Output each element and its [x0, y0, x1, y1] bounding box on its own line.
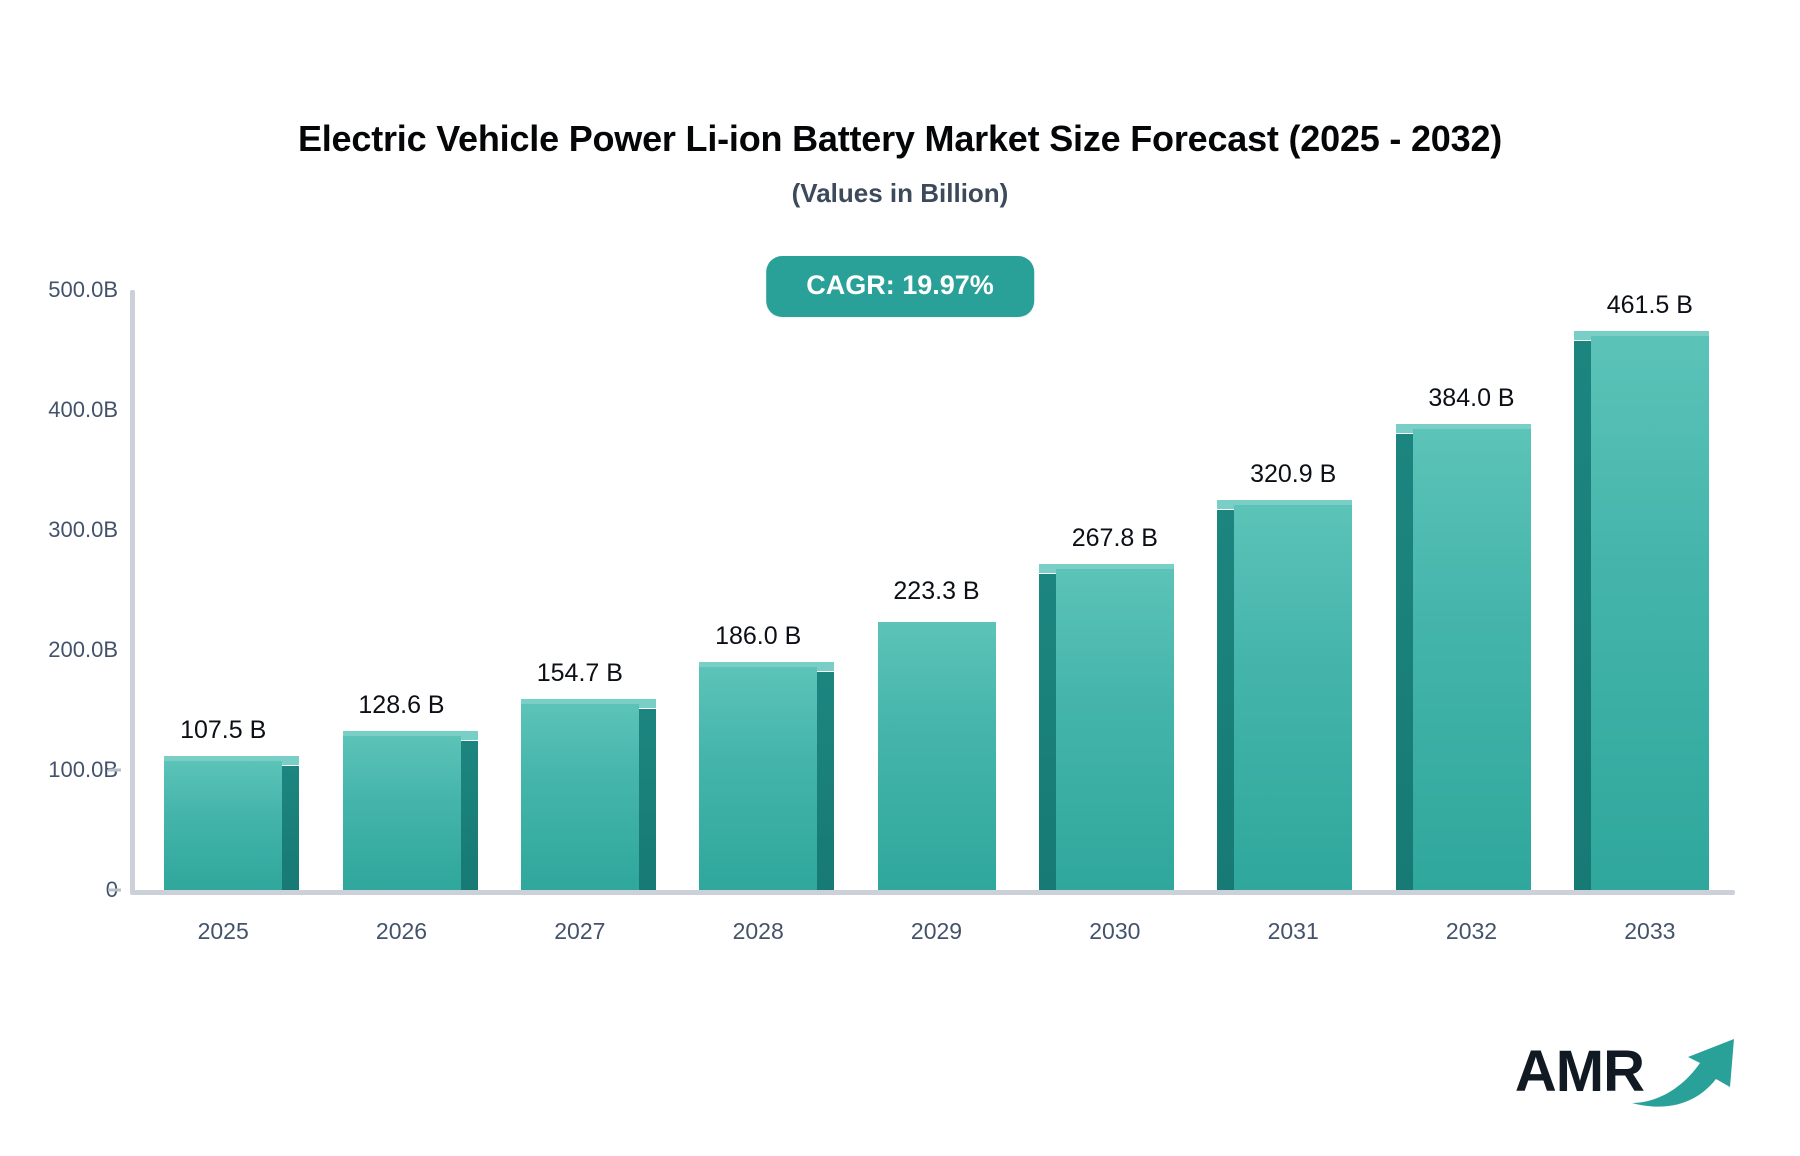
bar-front-face [877, 622, 996, 890]
bar-top-face [1573, 331, 1709, 341]
bar-front-face [1590, 336, 1709, 890]
bar-3d-body [1573, 331, 1709, 890]
bar-side-face [638, 709, 656, 890]
trend-arrow-up-icon [1630, 1033, 1748, 1116]
bar-value-label: 223.3 B [893, 577, 980, 606]
x-axis-label-2028: 2028 [732, 918, 784, 944]
bar-3d-body [342, 730, 478, 890]
bar-2032[interactable]: 384.0 B [1395, 384, 1531, 890]
bar-value-label: 107.5 B [180, 716, 267, 744]
bar-3d-body [164, 756, 300, 890]
bar-top-face [520, 699, 656, 709]
x-axis-line [130, 890, 1735, 895]
bar-3d-body [520, 699, 656, 890]
bar-3d-body [1395, 424, 1531, 890]
bar-2028[interactable]: 186.0 B [699, 622, 835, 890]
y-axis-tick-label: 0 [0, 877, 118, 903]
bar-2029[interactable]: 223.3 B [877, 577, 996, 890]
bar-2031[interactable]: 320.9 B [1217, 460, 1353, 890]
bar-2025[interactable]: 107.5 B [164, 716, 300, 890]
bar-value-label: 384.0 B [1428, 384, 1515, 413]
bar-side-face [1573, 341, 1591, 890]
x-axis-label-2025: 2025 [197, 918, 249, 944]
bar-3d-body [699, 661, 835, 890]
y-axis-tick-mark [108, 768, 121, 772]
bar-value-label: 186.0 B [715, 621, 802, 650]
chart-subtitle: (Values in Billion) [791, 178, 1009, 208]
bar-front-face [1234, 504, 1353, 890]
amr-logo: AMR [1515, 1027, 1748, 1116]
bar-front-face [164, 761, 283, 890]
x-axis-label-2027: 2027 [554, 918, 606, 944]
bar-front-face [1055, 568, 1174, 890]
bar-value-label: 154.7 B [536, 659, 623, 688]
x-axis-label-2031: 2031 [1267, 918, 1319, 944]
y-axis-tick-label: 200.0B [48, 637, 118, 662]
x-axis-label-2026: 2026 [375, 918, 428, 944]
x-axis-label-2033: 2033 [1624, 918, 1676, 944]
y-axis-tick-label: 100.0B [48, 757, 118, 782]
bar-side-face [1395, 434, 1413, 890]
bar-top-face [164, 756, 300, 765]
bar-top-face [1217, 499, 1353, 509]
bar-top-face [342, 730, 478, 740]
bar-3d-body [1217, 499, 1353, 890]
y-axis-line [130, 290, 135, 894]
bar-top-face [1395, 424, 1531, 434]
bar-2030[interactable]: 267.8 B [1038, 524, 1174, 890]
bar-side-face [1038, 573, 1056, 890]
bar-value-label: 128.6 B [358, 690, 445, 719]
bar-front-face [1412, 429, 1531, 890]
y-axis-tick-label: 500.0B [48, 277, 118, 302]
x-axis-label-2032: 2032 [1445, 918, 1498, 944]
bar-2027[interactable]: 154.7 B [520, 659, 656, 890]
y-axis-tick-label: 400.0B [48, 397, 118, 422]
bar-value-label: 320.9 B [1250, 459, 1337, 488]
bar-2033[interactable]: 461.5 B [1573, 291, 1709, 890]
bar-side-face [460, 740, 478, 890]
bar-top-face [1038, 563, 1174, 573]
cagr-badge: CAGR: 19.97% [766, 256, 1034, 317]
bar-top-face [699, 661, 835, 671]
page-title: Electric Vehicle Power Li-ion Battery Ma… [297, 118, 1503, 159]
bar-front-face [699, 666, 818, 890]
plot-area: 107.5 B 128.6 B 154.7 B 186.0 B 223.3 B 267.8… [130, 290, 1735, 895]
bar-front-face [520, 704, 639, 890]
bar-side-face [817, 671, 835, 890]
bar-3d-body [1038, 563, 1174, 890]
bar-2026[interactable]: 128.6 B [342, 691, 478, 890]
bar-value-label: 461.5 B [1606, 291, 1693, 320]
y-axis-tick-label: 300.0B [48, 517, 118, 542]
bar-side-face [282, 766, 300, 890]
y-axis-tick-mark [108, 888, 121, 892]
amr-wordmark: AMR [1514, 1038, 1645, 1104]
x-axis-label-2029: 2029 [910, 918, 963, 944]
bar-front-face [342, 735, 461, 890]
bar-3d-body [877, 622, 996, 890]
bar-side-face [1217, 509, 1235, 890]
x-axis-label-2030: 2030 [1089, 918, 1141, 944]
bar-value-label: 267.8 B [1071, 523, 1158, 552]
